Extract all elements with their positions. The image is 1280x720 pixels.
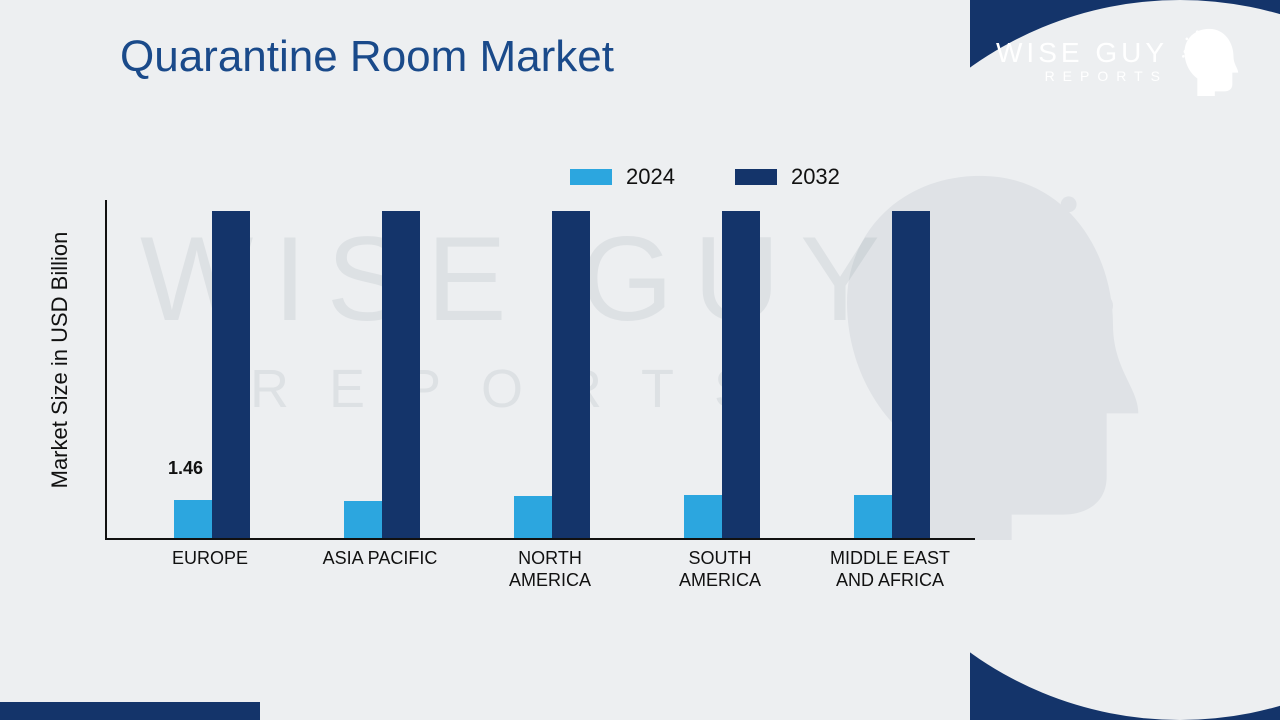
y-axis-label: Market Size in USD Billion — [47, 232, 73, 489]
legend: 2024 2032 — [570, 164, 840, 190]
chart-title: Quarantine Room Market — [120, 32, 614, 82]
legend-label-2024: 2024 — [626, 164, 675, 190]
legend-item-2032: 2032 — [735, 164, 840, 190]
legend-swatch-2024 — [570, 169, 612, 185]
bar-2024 — [684, 495, 722, 538]
bar-2032 — [382, 211, 420, 538]
bar-2032 — [892, 211, 930, 538]
bottom-accent-bar — [0, 702, 260, 720]
bar-group — [854, 211, 930, 538]
x-axis-label: NORTH AMERICA — [480, 548, 620, 591]
bar-2024: 1.46 — [174, 500, 212, 538]
bar-2032 — [212, 211, 250, 538]
brand-line1: WISE GUY — [996, 39, 1168, 67]
legend-item-2024: 2024 — [570, 164, 675, 190]
bar-2024 — [514, 496, 552, 538]
bar-2024 — [854, 495, 892, 538]
x-axis-label: SOUTH AMERICA — [650, 548, 790, 591]
brand-head-icon — [1174, 26, 1244, 96]
bar-value-label: 1.46 — [168, 458, 203, 479]
bar-chart: 1.46 EUROPEASIA PACIFICNORTH AMERICASOUT… — [105, 200, 975, 540]
legend-label-2032: 2032 — [791, 164, 840, 190]
x-axis-label: EUROPE — [140, 548, 280, 570]
plot-area: 1.46 — [105, 200, 975, 540]
bar-2032 — [722, 211, 760, 538]
bar-group — [344, 211, 420, 538]
x-axis-label: MIDDLE EAST AND AFRICA — [820, 548, 960, 591]
brand-line2: REPORTS — [996, 69, 1168, 83]
bar-2032 — [552, 211, 590, 538]
legend-swatch-2032 — [735, 169, 777, 185]
bar-group — [684, 211, 760, 538]
brand-logo: WISE GUY REPORTS — [996, 26, 1244, 96]
x-axis-label: ASIA PACIFIC — [310, 548, 450, 570]
bar-group: 1.46 — [174, 211, 250, 538]
bar-group — [514, 211, 590, 538]
bar-2024 — [344, 501, 382, 538]
